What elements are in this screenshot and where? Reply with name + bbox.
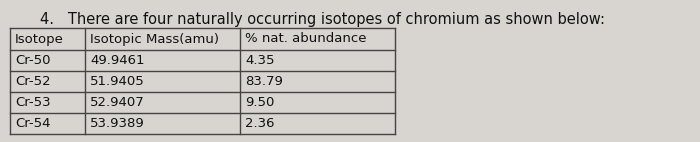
Text: 49.9461: 49.9461 — [90, 54, 144, 67]
Text: 9.50: 9.50 — [245, 96, 274, 109]
Text: Cr-52: Cr-52 — [15, 75, 50, 88]
Text: Isotope: Isotope — [15, 33, 64, 45]
Text: Cr-53: Cr-53 — [15, 96, 50, 109]
Text: 51.9405: 51.9405 — [90, 75, 145, 88]
Text: Cr-54: Cr-54 — [15, 117, 50, 130]
Text: 52.9407: 52.9407 — [90, 96, 145, 109]
Text: 4.35: 4.35 — [245, 54, 274, 67]
Text: 83.79: 83.79 — [245, 75, 283, 88]
Text: Cr-50: Cr-50 — [15, 54, 50, 67]
Text: 53.9389: 53.9389 — [90, 117, 145, 130]
Text: 2.36: 2.36 — [245, 117, 274, 130]
Text: % nat. abundance: % nat. abundance — [245, 33, 367, 45]
Text: 4.   There are four naturally occurring isotopes of chromium as shown below:: 4. There are four naturally occurring is… — [40, 12, 605, 27]
Text: Isotopic Mass(amu): Isotopic Mass(amu) — [90, 33, 219, 45]
